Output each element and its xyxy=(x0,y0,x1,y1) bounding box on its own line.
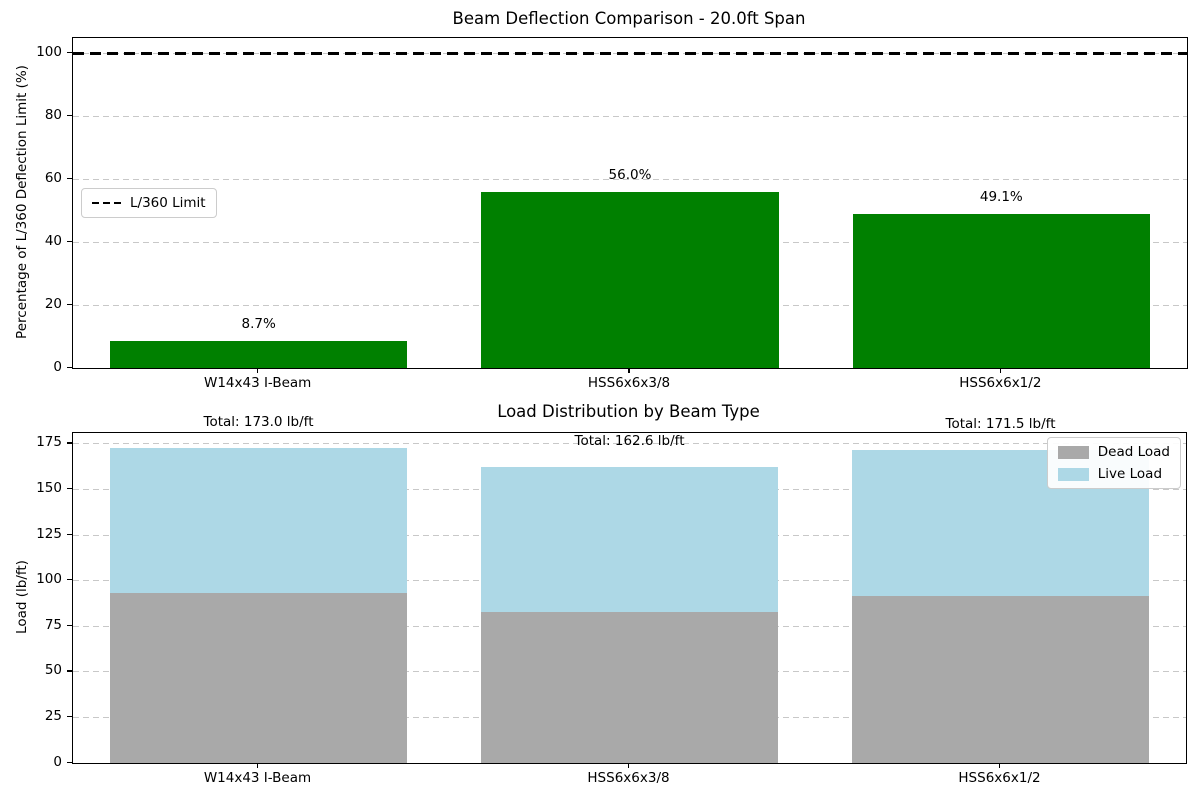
y-tick xyxy=(67,303,72,305)
y-tick-label: 125 xyxy=(36,525,62,542)
x-tick-label: HSS6x6x1/2 xyxy=(958,770,1041,786)
y-tick xyxy=(67,442,72,444)
legend: L/360 Limit xyxy=(81,188,217,218)
chart-title: Load Distribution by Beam Type xyxy=(497,402,760,421)
bar-value-label: 56.0% xyxy=(608,167,652,183)
y-tick-label: 20 xyxy=(44,295,62,312)
x-tick-label: W14x43 I-Beam xyxy=(203,770,312,786)
total-label: Total: 173.0 lb/ft xyxy=(203,413,314,430)
x-tick-label: HSS6x6x3/8 xyxy=(587,375,671,391)
y-tick xyxy=(67,366,72,368)
x-tick xyxy=(627,763,630,768)
y-tick-label: 100 xyxy=(36,571,62,588)
y-tick xyxy=(67,488,72,490)
bar-segment-live-load-w14x43-i-beam xyxy=(110,447,407,594)
plot-area: 8.7% 56.0% 49.1% L/360 Limit xyxy=(72,37,1188,369)
legend-label: L/360 Limit xyxy=(130,195,206,211)
x-tick xyxy=(256,763,259,768)
gridline xyxy=(73,178,1187,180)
gridline xyxy=(73,443,1186,445)
y-tick-label: 0 xyxy=(53,753,62,770)
y-tick-label: 150 xyxy=(36,480,62,497)
y-tick xyxy=(67,240,72,242)
plot-area: Total: 173.0 lb/ft Total: 162.6 lb/ft Tota… xyxy=(72,414,1187,764)
y-tick xyxy=(67,761,72,763)
x-tick-label: HSS6x6x3/8 xyxy=(587,770,670,786)
y-tick-label: 175 xyxy=(36,434,62,451)
legend-patch-icon xyxy=(1057,445,1089,459)
chart-title: Beam Deflection Comparison - 20.0ft Span xyxy=(452,9,806,28)
y-tick xyxy=(67,52,72,54)
y-tick-label: 75 xyxy=(44,616,62,633)
x-tick-label: HSS6x6x1/2 xyxy=(959,375,1042,391)
legend: Dead Load Live Load xyxy=(1046,437,1181,489)
bar-segment-dead-load-w14x43-i-beam xyxy=(110,593,407,763)
y-tick-label: 0 xyxy=(53,358,62,375)
y-tick xyxy=(67,115,72,117)
y-tick xyxy=(67,533,72,535)
total-label: Total: 171.5 lb/ft xyxy=(945,416,1056,433)
gridline xyxy=(73,116,1187,118)
y-tick xyxy=(67,579,72,581)
y-tick xyxy=(67,670,72,672)
y-tick-label: 25 xyxy=(44,707,62,724)
bar-value-label: 8.7% xyxy=(241,315,276,332)
bar-hss6x6x1-2 xyxy=(852,213,1150,368)
legend-dashed-line-icon xyxy=(92,201,121,205)
y-tick-label: 100 xyxy=(36,44,62,61)
y-tick xyxy=(67,715,72,718)
y-tick xyxy=(67,177,72,180)
y-tick-label: 50 xyxy=(44,662,62,679)
legend-label: Dead Load xyxy=(1097,444,1170,460)
x-tick-label: W14x43 I-Beam xyxy=(203,375,312,391)
bar-segment-dead-load-hss6x6x3-8 xyxy=(481,612,778,763)
bar-segment-dead-load-hss6x6x1-2 xyxy=(852,596,1149,763)
total-label: Total: 162.6 lb/ft xyxy=(574,432,685,449)
bar-value-label: 49.1% xyxy=(979,188,1023,205)
legend-entry: L/360 Limit xyxy=(92,195,206,211)
legend-label: Live Load xyxy=(1097,466,1163,482)
bar-w14x43-i-beam xyxy=(110,340,408,368)
bar-hss6x6x3-8 xyxy=(481,192,779,368)
legend-patch-icon xyxy=(1057,467,1089,481)
x-tick xyxy=(628,368,630,373)
x-tick xyxy=(257,368,259,373)
bar-segment-live-load-hss6x6x3-8 xyxy=(481,466,778,613)
y-tick-label: 80 xyxy=(44,107,62,124)
y-tick-label: 60 xyxy=(44,169,62,186)
y-tick xyxy=(67,624,72,626)
x-tick xyxy=(998,763,1001,768)
legend-entry: Dead Load xyxy=(1057,444,1170,460)
x-tick xyxy=(999,368,1001,373)
y-tick-label: 40 xyxy=(44,232,62,249)
legend-entry: Live Load xyxy=(1057,466,1170,482)
limit-line xyxy=(73,52,1187,55)
